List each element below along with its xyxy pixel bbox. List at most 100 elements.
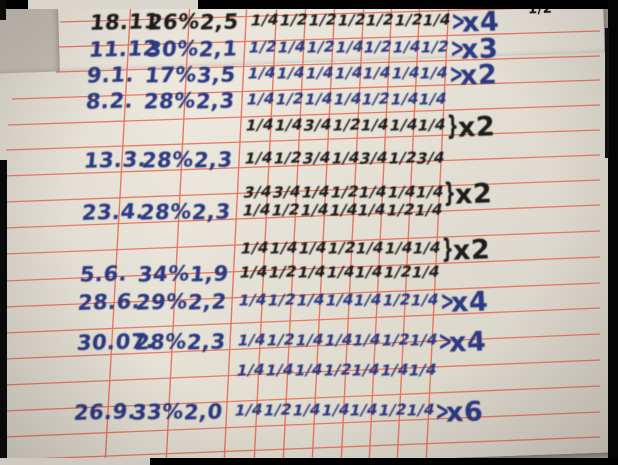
fraction-cell-r0-c0: 1/4 xyxy=(248,10,281,30)
fraction-cell-r1-c4: 1/2 xyxy=(362,37,395,57)
cell-date-3: 8.2. xyxy=(85,88,135,114)
fraction-cell-r0-c5: 1/2 xyxy=(392,10,425,30)
fraction-cell-r8-c0: 1/4 xyxy=(239,238,272,258)
fraction-cell-r11-c2: 1/4 xyxy=(293,330,326,350)
row-bracket-1: > xyxy=(450,33,465,64)
fraction-cell-r8-c6: 1/4 xyxy=(411,238,444,258)
fraction-cell-r6-c1: 3/4 xyxy=(270,182,303,202)
fraction-cell-r11-c3: 1/4 xyxy=(322,330,355,350)
fraction-cell-r13-c0: 1/4 xyxy=(232,400,266,420)
fraction-cell-r1-c1: 1/4 xyxy=(276,37,309,57)
fraction-cell-r0-c1: 1/2 xyxy=(277,10,310,30)
cell-value-7: 2,3 xyxy=(190,199,232,225)
fraction-cell-r8-c4: 1/4 xyxy=(354,238,387,258)
fraction-cell-r7-c2: 1/4 xyxy=(298,200,332,220)
fraction-cell-r10-c2: 1/4 xyxy=(295,290,328,310)
fraction-cell-r10-c0: 1/4 xyxy=(237,290,270,310)
cell-date-13: 26.9. xyxy=(72,399,138,425)
fraction-cell-r5-c2: 3/4 xyxy=(300,148,334,168)
cell-percent-5: 28% xyxy=(140,147,196,173)
letterbox-left xyxy=(0,160,7,465)
row-multiplier-10: x4 xyxy=(449,286,489,319)
fraction-cell-r6-c3: 1/2 xyxy=(328,182,361,202)
letterbox-bottom-gap xyxy=(0,458,150,465)
cell-value-1: 2,1 xyxy=(197,36,239,62)
row-multiplier-2: x2 xyxy=(459,59,498,92)
fraction-cell-r6-c4: 1/4 xyxy=(356,182,389,202)
row-multiplier-8: x2 xyxy=(452,234,491,267)
cell-value-13: 2,0 xyxy=(182,399,224,425)
row-bracket-10: > xyxy=(439,286,455,317)
letterbox-top xyxy=(0,0,618,9)
row-multiplier-6: x2 xyxy=(454,178,493,211)
fraction-cell-r0-c6: 1/4 xyxy=(420,10,453,30)
letterbox-right xyxy=(608,0,618,465)
cell-date-9: 5.6. xyxy=(78,261,128,287)
fraction-cell-r7-c6: 1/4 xyxy=(412,200,446,220)
cell-percent-3: 28% xyxy=(143,88,198,114)
fraction-cell-r10-c6: 1/4 xyxy=(409,290,442,310)
fraction-cell-r1-c6: 1/2 xyxy=(419,37,452,57)
row-bracket-2: > xyxy=(449,59,464,90)
fraction-cell-r8-c1: 1/4 xyxy=(268,238,301,258)
row-bracket-8: } xyxy=(441,234,454,265)
letterbox-bottom xyxy=(0,458,618,465)
fraction-cell-r12-c2: 1/4 xyxy=(292,360,325,380)
fraction-cell-r12-c6: 1/4 xyxy=(406,360,439,380)
fraction-cell-r4-c0: 1/4 xyxy=(244,115,277,135)
fraction-cell-r7-c1: 1/2 xyxy=(269,200,303,220)
fraction-cell-r10-c1: 1/2 xyxy=(266,290,299,310)
fraction-cell-r4-c2: 3/4 xyxy=(302,115,335,135)
cell-percent-13: 33% xyxy=(130,399,185,425)
cell-percent-2: 17% xyxy=(144,62,199,88)
fraction-cell-r9-c1: 1/2 xyxy=(267,262,300,282)
fraction-cell-r11-c1: 1/2 xyxy=(264,330,297,350)
fraction-cell-r3-c4: 1/2 xyxy=(360,89,393,109)
letterbox-top-gap xyxy=(28,0,198,9)
cell-date-10: 28.6. xyxy=(77,289,142,315)
letterbox-left-upper xyxy=(0,0,6,20)
fraction-cell-r9-c4: 1/4 xyxy=(353,262,386,282)
cell-value-10: 2,2 xyxy=(187,289,229,315)
fraction-cell-r2-c2: 1/4 xyxy=(304,63,337,83)
fraction-cell-r12-c5: 1/4 xyxy=(378,360,411,380)
cell-percent-1: 30% xyxy=(145,36,200,62)
row-bracket-11: > xyxy=(438,326,453,357)
cell-value-9: 1,9 xyxy=(188,261,230,287)
cell-date-5: 13.3. xyxy=(82,147,148,173)
fraction-cell-r3-c2: 1/4 xyxy=(303,89,336,109)
fraction-cell-r11-c4: 1/4 xyxy=(350,330,383,350)
cell-percent-11: 28% xyxy=(133,329,188,355)
fraction-cell-r13-c6: 1/4 xyxy=(404,400,438,420)
fraction-cell-r12-c4: 1/4 xyxy=(349,360,382,380)
fraction-cell-r6-c5: 1/4 xyxy=(385,182,418,202)
fraction-cell-r12-c3: 1/2 xyxy=(321,360,354,380)
fraction-cell-r5-c1: 1/2 xyxy=(271,148,305,168)
fraction-cell-r7-c4: 1/4 xyxy=(355,200,389,220)
row-bracket-4: } xyxy=(446,111,459,142)
fraction-cell-r5-c6: 3/4 xyxy=(414,148,448,168)
fraction-cell-r13-c2: 1/4 xyxy=(290,400,324,420)
fraction-cell-r13-c4: 1/4 xyxy=(347,400,381,420)
fraction-cell-r2-c4: 1/4 xyxy=(361,63,394,83)
cell-value-3: 2,3 xyxy=(195,88,237,114)
fraction-cell-r2-c0: 1/4 xyxy=(246,63,279,83)
fraction-cell-r12-c0: 1/4 xyxy=(234,360,267,380)
fraction-cell-r9-c2: 1/4 xyxy=(296,262,329,282)
row-multiplier-11: x4 xyxy=(448,326,487,359)
fraction-cell-r5-c0: 1/4 xyxy=(242,148,276,168)
cell-value-2: 3,5 xyxy=(196,62,238,88)
fraction-cell-r3-c0: 1/4 xyxy=(245,89,278,109)
fraction-cell-r11-c5: 1/2 xyxy=(379,330,412,350)
fraction-cell-r11-c6: 1/4 xyxy=(407,330,440,350)
fraction-cell-r3-c6: 1/4 xyxy=(417,89,450,109)
row-bracket-6: } xyxy=(443,178,456,209)
cell-percent-10: 29% xyxy=(135,289,190,315)
cell-percent-9: 34% xyxy=(136,261,191,287)
fraction-cell-r1-c0: 1/2 xyxy=(247,37,280,57)
fraction-cell-r13-c1: 1/2 xyxy=(261,400,295,420)
row-bracket-13: > xyxy=(435,396,450,427)
letterbox-right-inner xyxy=(605,28,609,158)
cell-date-7: 23.4. xyxy=(80,199,146,225)
